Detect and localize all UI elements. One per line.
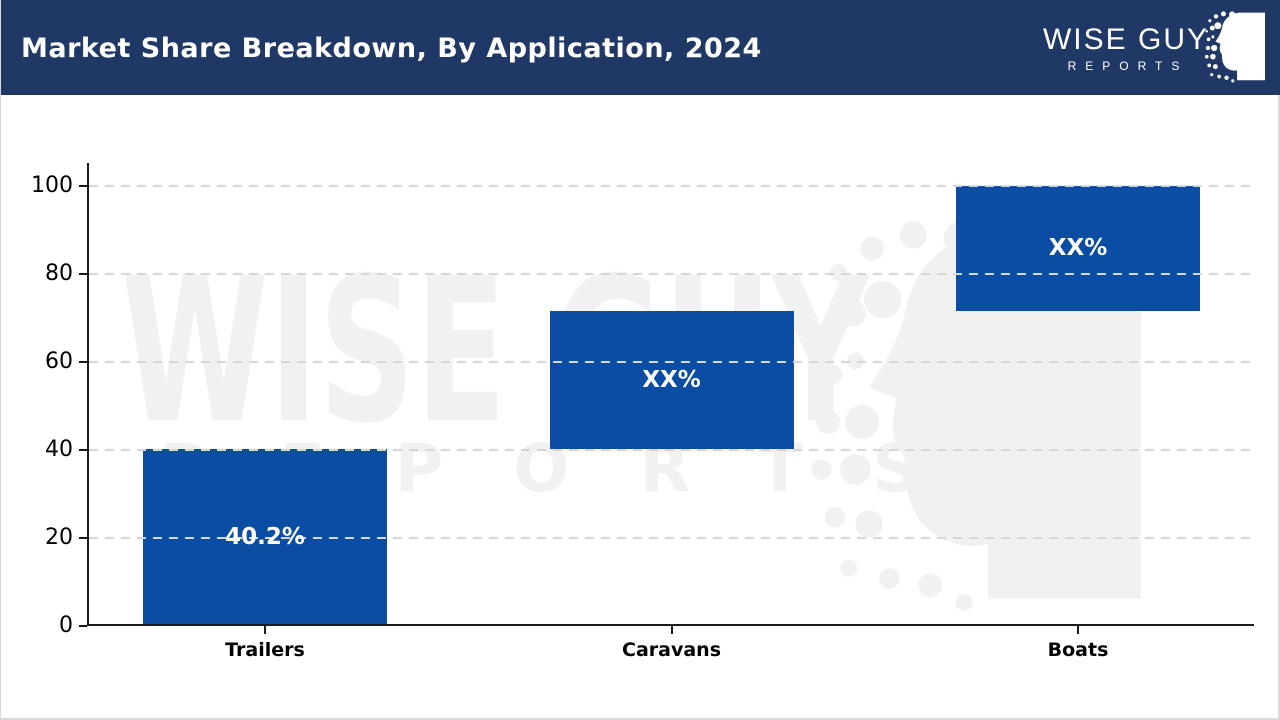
bar-segment <box>956 185 1200 312</box>
x-axis-spine <box>87 624 1254 626</box>
y-axis-tick <box>79 448 87 451</box>
x-axis-tick <box>670 626 673 634</box>
bar-value-label: 40.2% <box>225 524 305 551</box>
y-axis-tick <box>79 360 87 363</box>
x-axis-tick <box>264 626 266 634</box>
chart-title: Market Share Breakdown, By Application, … <box>21 33 762 64</box>
x-axis-tick <box>1077 626 1079 634</box>
bar-value-label: XX% <box>1048 235 1108 262</box>
x-axis-tick-label: Caravans <box>622 639 721 661</box>
dotted-face-icon <box>1204 11 1265 83</box>
brand-logo: WISE GUY REPORTS <box>1043 6 1265 90</box>
brand-name: WISE GUY <box>1042 23 1209 56</box>
y-axis-tick-label: 100 <box>31 172 73 198</box>
y-axis-tick-label: 20 <box>45 524 73 550</box>
bar-value-label: XX% <box>642 366 701 393</box>
y-axis-tick <box>79 272 87 275</box>
gridline <box>89 448 1254 451</box>
gridline <box>89 360 1254 363</box>
y-axis-tick-label: 80 <box>45 260 73 286</box>
y-axis-tick-label: 40 <box>45 436 73 462</box>
brand-subtitle: REPORTS <box>1067 59 1189 73</box>
y-axis-tick-label: 0 <box>59 613 73 638</box>
x-axis-tick-label: Boats <box>1047 639 1109 661</box>
header-bar: Market Share Breakdown, By Application, … <box>1 0 1280 95</box>
brand-logo-text: WISE GUY REPORTS <box>1043 23 1209 73</box>
x-axis-tick-label: Trailers <box>225 639 305 661</box>
bar-segment <box>549 311 794 449</box>
y-axis-spine <box>87 163 89 626</box>
y-axis-tick <box>79 184 87 187</box>
gridline <box>89 184 1254 187</box>
y-axis-tick <box>79 536 87 539</box>
gridline <box>89 536 1254 539</box>
y-axis-tick-label: 60 <box>45 348 73 374</box>
y-axis-tick <box>79 625 87 627</box>
gridline <box>89 272 1254 275</box>
